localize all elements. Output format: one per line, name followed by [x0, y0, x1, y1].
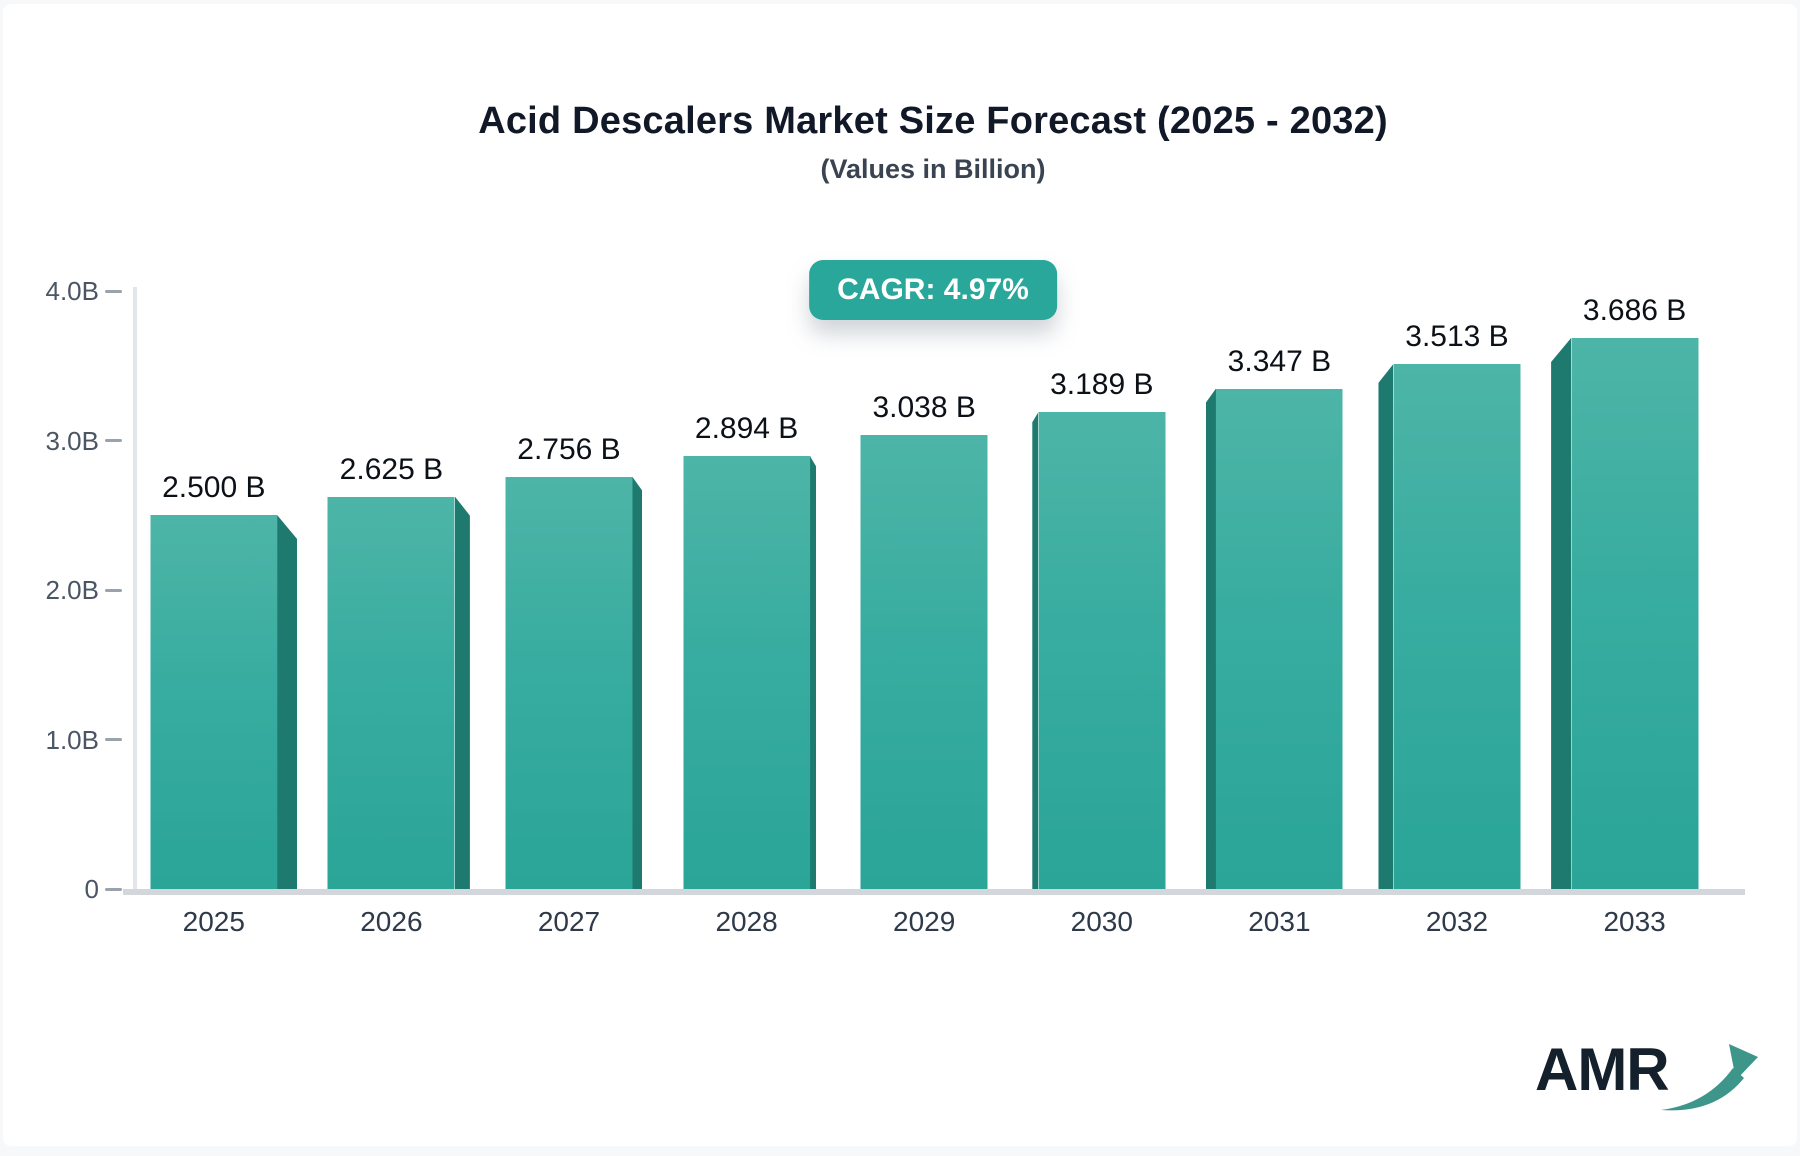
bar-slot: 2.625 B — [303, 291, 481, 889]
bar-slot: 3.513 B — [1368, 291, 1546, 889]
x-tick-label: 2026 — [360, 906, 423, 937]
bar — [150, 515, 278, 889]
bar-slot: 3.347 B — [1191, 291, 1369, 889]
bar-slot: 3.686 B — [1546, 291, 1724, 889]
bar — [505, 476, 633, 889]
chart-stage: Acid Descalers Market Size Forecast (202… — [3, 4, 1797, 1146]
bar-value-label: 2.625 B — [339, 452, 444, 486]
chart-subtitle: (Values in Billion) — [820, 154, 1046, 184]
chart-title: Acid Descalers Market Size Forecast (202… — [478, 100, 1388, 142]
y-tick-mark — [105, 887, 122, 891]
y-axis-line — [133, 287, 137, 889]
x-tick-label: 2027 — [537, 906, 601, 937]
bar-side-face — [632, 476, 643, 889]
bar-side-face — [454, 496, 470, 889]
brand-logo: AMR — [1535, 1034, 1759, 1118]
trending-up-arrow-icon — [1660, 1044, 1758, 1111]
y-tick-mark — [105, 588, 122, 592]
y-tick-label: 3.0B — [45, 425, 100, 456]
bar-slot: 2.500 B — [125, 291, 303, 889]
bar-value-label: 2.894 B — [694, 412, 799, 446]
x-tick-label: 2031 — [1248, 906, 1311, 937]
x-tick-label: 2029 — [893, 906, 956, 937]
bar-side-face — [1032, 412, 1039, 889]
bar-value-label: 3.513 B — [1405, 319, 1509, 353]
bar-value-label: 3.686 B — [1582, 293, 1687, 327]
y-tick-label: 4.0B — [45, 276, 100, 306]
bar-value-label: 3.189 B — [1050, 368, 1154, 402]
bar-value-label: 2.756 B — [517, 432, 621, 466]
chart-card: Acid Descalers Market Size Forecast (202… — [3, 4, 1797, 1146]
x-tick-label: 2030 — [1070, 906, 1133, 937]
bar-slot: 3.038 B — [835, 291, 1013, 889]
y-tick-mark — [105, 439, 122, 442]
bar — [683, 456, 811, 889]
x-axis-baseline — [123, 889, 1745, 895]
x-tick-label: 2025 — [182, 906, 245, 937]
y-tick-mark — [105, 289, 122, 293]
bar — [327, 496, 455, 889]
bar — [1393, 363, 1521, 889]
bar-side-face — [277, 515, 298, 889]
y-tick-label: 0 — [84, 874, 99, 904]
bar-value-label: 3.038 B — [872, 390, 976, 424]
bar-value-label: 3.347 B — [1227, 344, 1332, 378]
bar-slot: 2.894 B — [658, 291, 836, 889]
brand-logo-text: AMR — [1535, 1036, 1670, 1103]
x-tick-label: 2033 — [1603, 906, 1666, 937]
bar-value-label: 2.500 B — [162, 471, 266, 505]
y-tick-label: 1.0B — [45, 724, 100, 755]
x-tick-label: 2028 — [715, 906, 778, 937]
bar-slot: 3.189 B — [1013, 291, 1191, 889]
bar — [1215, 388, 1343, 889]
bar-slot: 2.756 B — [480, 291, 658, 889]
bar-side-face — [1205, 388, 1216, 889]
bar-side-face — [810, 456, 817, 889]
x-tick-label: 2032 — [1425, 906, 1489, 937]
bar — [860, 434, 988, 889]
bar-side-face — [1551, 337, 1572, 889]
bar-side-face — [1378, 363, 1394, 889]
y-tick-mark — [105, 738, 122, 741]
y-tick-label: 2.0B — [45, 575, 100, 605]
bar — [1038, 412, 1166, 889]
cagr-badge: CAGR: 4.97% — [809, 260, 1057, 320]
bar — [1571, 337, 1699, 889]
